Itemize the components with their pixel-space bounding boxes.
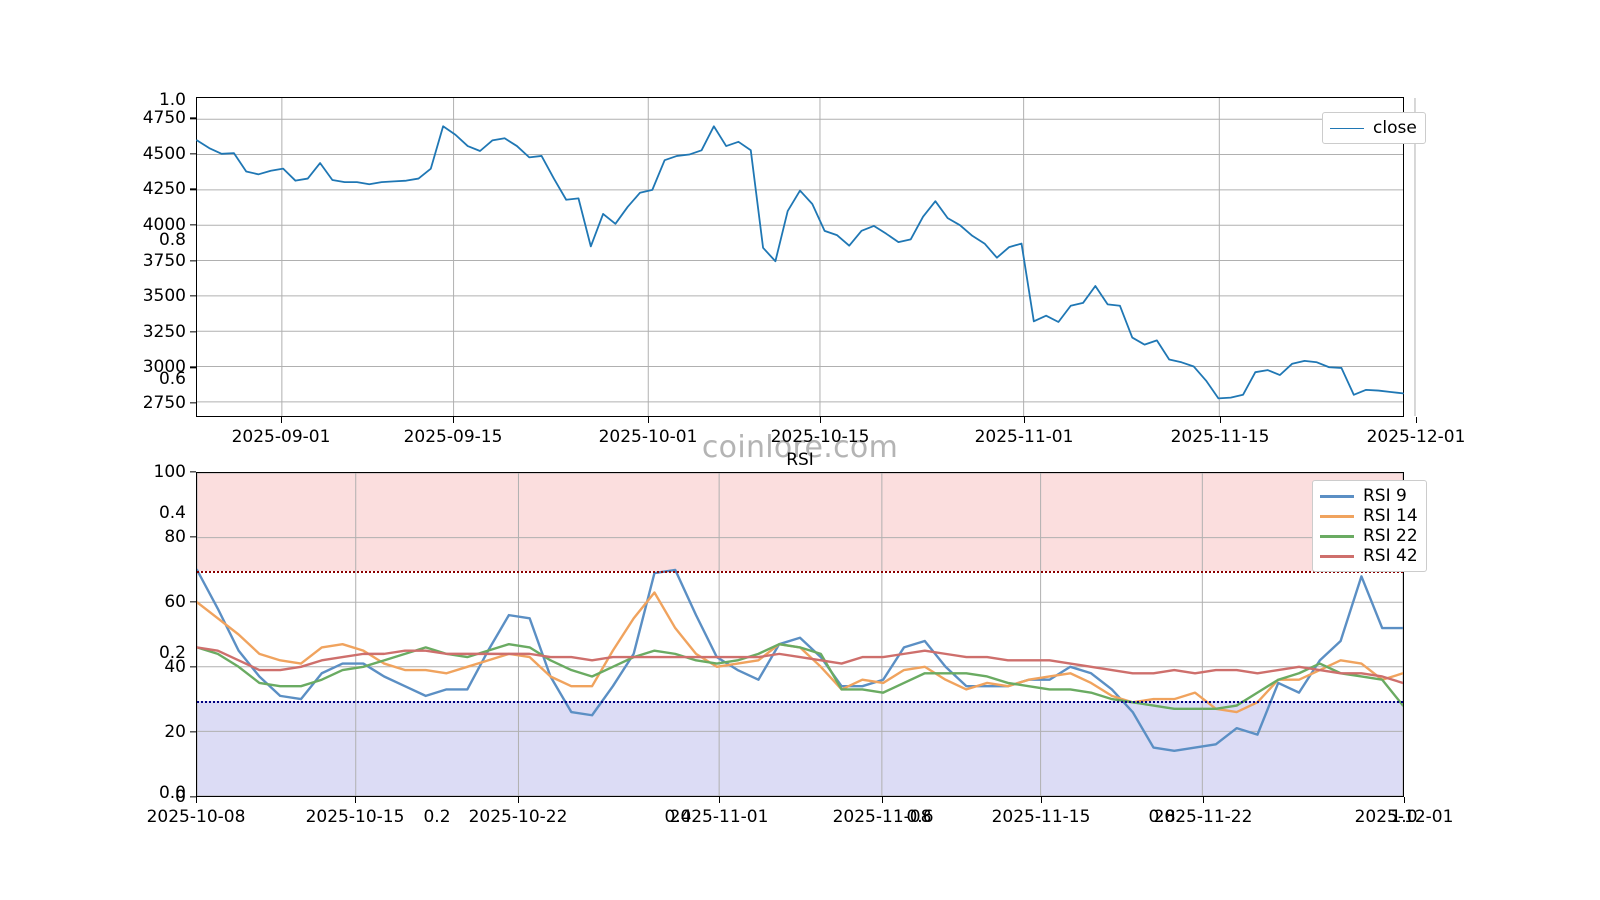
rsi-secondary-x-tick-label: 0.2 [423, 807, 451, 827]
rsi-secondary-y-tick-label: 0.0 [158, 783, 186, 803]
price-x-tick-mark [281, 417, 283, 423]
price-x-tick-mark [820, 417, 822, 423]
rsi-x-tick-mark [719, 797, 721, 803]
price-y-tick-label: 2750 [142, 392, 186, 413]
price-chart-plot-area [196, 97, 1416, 417]
price-y-tick-label: 4750 [142, 108, 186, 129]
rsi-x-tick-label: 2025-11-22 [1153, 807, 1253, 827]
price-y-tick-mark [190, 259, 196, 262]
price-x-tick-mark [648, 417, 650, 423]
price-x-tick-label: 2025-11-01 [974, 427, 1074, 447]
rsi-y-tick-mark [190, 601, 196, 603]
price-x-tick-label: 2025-10-15 [770, 427, 870, 447]
legend-line-swatch [1320, 494, 1354, 498]
rsi-secondary-x-tick-label: 0.6 [906, 807, 934, 827]
price-y-tick-label: 3000 [142, 357, 186, 378]
rsi-x-tick-label: 2025-11-15 [991, 807, 1091, 827]
legend-line-swatch [1320, 534, 1354, 538]
rsi-chart-title: RSI [786, 450, 814, 470]
rsi-y-tick-label: 80 [164, 527, 186, 547]
price-secondary-y-tick-label: 0.6 [158, 369, 186, 389]
rsi-secondary-y-tick-label: 0.2 [158, 643, 186, 663]
rsi-x-tick-label: 2025-11-01 [669, 807, 769, 827]
price-y-tick-mark [190, 295, 196, 297]
price-x-tick-label: 2025-09-15 [403, 427, 503, 447]
rsi-y-tick-label: 40 [164, 657, 186, 677]
price-y-tick-label: 3500 [142, 286, 186, 307]
price-x-tick-label: 2025-09-01 [231, 427, 331, 447]
legend-label: RSI 9 [1363, 486, 1407, 506]
price-x-tick-label: 2025-10-01 [598, 427, 698, 447]
rsi-lines-svg [197, 473, 1403, 796]
price-y-tick-mark [190, 188, 196, 191]
legend-label: RSI 42 [1363, 546, 1418, 566]
rsi-secondary-y-tick-label: 0.4 [158, 503, 186, 523]
rsi-y-tick-label: 60 [164, 592, 186, 612]
oversold-threshold-line [197, 700, 1403, 703]
rsi-y-tick-label: 0 [175, 787, 186, 807]
price-x-tick-mark [1220, 417, 1222, 423]
price-y-tick-mark [190, 366, 196, 368]
rsi-y-tick-mark [190, 471, 196, 473]
price-secondary-y-tick-label: 0.8 [158, 230, 186, 250]
price-x-tick-mark [1024, 417, 1026, 423]
rsi-secondary-x-tick-label: 0.8 [1148, 807, 1176, 827]
rsi-secondary-x-tick-label: 0.4 [664, 807, 692, 827]
rsi-x-tick-label: 2025-11-08 [832, 807, 932, 827]
legend-label: RSI 14 [1363, 506, 1418, 526]
legend-line-swatch [1330, 127, 1364, 129]
price-y-tick-label: 4500 [142, 143, 186, 164]
rsi-y-tick-mark [190, 731, 196, 733]
price-y-tick-mark [190, 224, 196, 226]
rsi-chart-plot-area [196, 472, 1404, 797]
rsi-x-tick-label: 2025-10-22 [468, 807, 568, 827]
rsi-y-tick-label: 100 [153, 462, 186, 482]
rsi-y-tick-mark [190, 536, 196, 538]
legend-label: RSI 22 [1363, 526, 1418, 546]
price-line-svg [196, 98, 1416, 416]
rsi-x-tick-mark [1404, 797, 1406, 803]
price-x-tick-label: 2025-12-01 [1366, 427, 1466, 447]
price-x-tick-mark [453, 417, 455, 423]
rsi-y-tick-mark [190, 666, 196, 668]
price-y-tick-mark [190, 402, 196, 404]
rsi-chart-legend[interactable]: RSI 9 RSI 14 RSI 22 RSI 42 [1312, 480, 1427, 572]
legend-label: close [1373, 118, 1417, 138]
price-y-tick-label: 3250 [142, 321, 186, 342]
rsi-secondary-x-tick-label: 1.0 [1390, 807, 1418, 827]
price-y-tick-label: 3750 [142, 250, 186, 271]
price-y-tick-mark [190, 331, 196, 333]
rsi-x-tick-mark [518, 797, 520, 803]
legend-item[interactable]: RSI 22 [1320, 526, 1418, 546]
rsi-x-tick-mark [355, 797, 357, 803]
rsi-y-tick-label: 20 [164, 722, 186, 742]
rsi-y-tick-mark [190, 796, 196, 798]
price-chart-legend[interactable]: close [1322, 112, 1426, 144]
legend-line-swatch [1320, 514, 1354, 518]
rsi-x-tick-label: 2025-10-08 [146, 807, 246, 827]
rsi-x-tick-mark [196, 797, 198, 803]
rsi-x-tick-mark [1041, 797, 1043, 803]
rsi-x-tick-mark [1203, 797, 1205, 803]
price-y-tick-mark [190, 153, 196, 155]
legend-line-swatch [1320, 554, 1354, 558]
price-y-tick-label: 4000 [142, 215, 186, 235]
price-y-tick-label: 4250 [142, 179, 186, 200]
price-x-tick-label: 2025-11-15 [1170, 427, 1270, 447]
legend-item[interactable]: close [1330, 118, 1417, 138]
price-secondary-y-tick-label: 1.0 [158, 90, 186, 110]
overbought-threshold-line [197, 570, 1403, 573]
rsi-x-tick-mark [882, 797, 884, 803]
legend-item[interactable]: RSI 42 [1320, 546, 1418, 566]
legend-item[interactable]: RSI 14 [1320, 506, 1418, 526]
rsi-x-tick-label: 2025-10-15 [305, 807, 405, 827]
price-x-tick-mark [1416, 417, 1418, 423]
price-y-tick-mark [190, 117, 196, 119]
rsi-x-tick-label: 2025-12-01 [1354, 807, 1454, 827]
legend-item[interactable]: RSI 9 [1320, 486, 1418, 506]
